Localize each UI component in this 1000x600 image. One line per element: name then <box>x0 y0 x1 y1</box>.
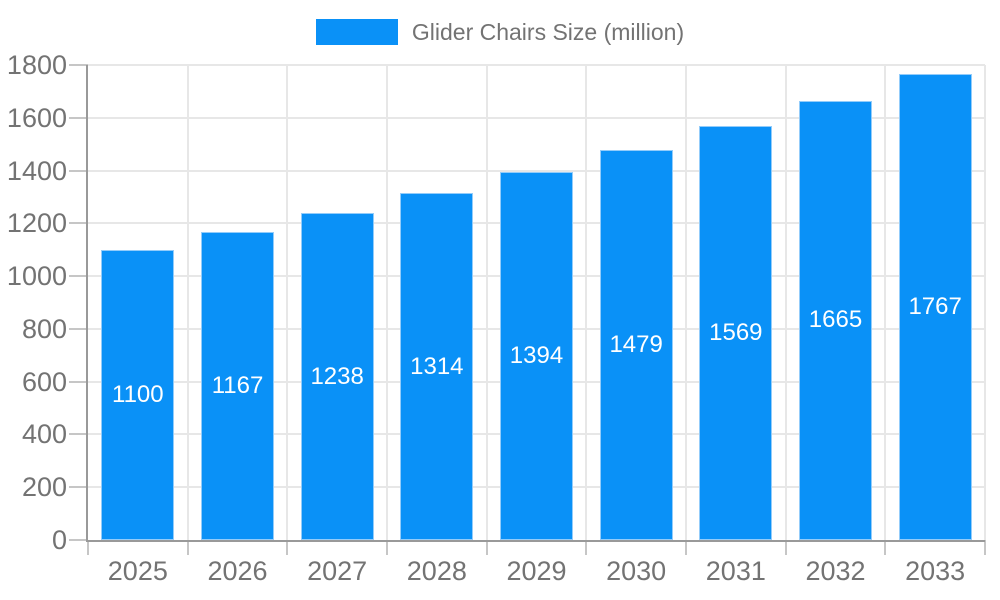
y-axis-tick <box>69 380 88 383</box>
y-axis-tick <box>69 169 88 172</box>
y-axis-label: 1600 <box>6 102 67 133</box>
y-axis-tick <box>69 327 88 330</box>
y-axis-line <box>86 65 88 542</box>
y-axis-tick <box>69 222 88 225</box>
x-axis-tick <box>485 540 488 555</box>
y-axis-tick <box>69 116 88 119</box>
y-axis-label: 1000 <box>6 261 67 292</box>
x-axis-tick <box>984 540 986 555</box>
x-axis-tick <box>585 540 588 555</box>
legend[interactable]: Glider Chairs Size (million) <box>0 19 1000 45</box>
x-gridline <box>585 65 588 540</box>
bar-value-label: 1314 <box>410 352 464 380</box>
legend-swatch <box>315 19 398 45</box>
x-axis-tick <box>784 540 787 555</box>
x-axis-tick <box>386 540 388 555</box>
x-axis-label: 2030 <box>606 556 667 586</box>
bar-2026[interactable]: 1167 <box>201 232 274 540</box>
x-axis-tick <box>286 540 289 555</box>
bar-2029[interactable]: 1394 <box>500 172 573 540</box>
y-axis-label: 1400 <box>6 155 67 186</box>
bar-2028[interactable]: 1314 <box>400 193 474 540</box>
x-axis-label: 2026 <box>207 556 268 586</box>
x-axis-label: 2029 <box>506 556 567 586</box>
y-axis-tick <box>69 64 88 66</box>
x-gridline <box>485 65 488 540</box>
y-axis-label: 1200 <box>6 208 67 239</box>
x-gridline <box>685 65 687 540</box>
x-gridline <box>784 65 787 540</box>
bar-2033[interactable]: 1767 <box>898 73 972 540</box>
y-axis-tick <box>69 433 88 436</box>
bar-value-label: 1238 <box>310 362 364 390</box>
bar-value-label: 1167 <box>211 372 264 399</box>
bar-value-label: 1665 <box>808 306 863 334</box>
bar-2030[interactable]: 1479 <box>599 149 673 540</box>
bar-2027[interactable]: 1238 <box>300 213 374 540</box>
x-gridline <box>286 65 289 540</box>
x-axis-tick <box>186 540 189 555</box>
x-axis-tick <box>685 540 687 555</box>
x-axis-label: 2028 <box>406 556 467 586</box>
bar-value-label: 1100 <box>112 380 164 408</box>
bar-value-label: 1569 <box>709 318 763 346</box>
y-axis-label: 0 <box>51 525 67 555</box>
y-axis-tick <box>69 539 88 541</box>
bar-2025[interactable]: 1100 <box>101 249 175 540</box>
y-axis-tick <box>69 275 88 278</box>
y-gridline <box>88 64 985 66</box>
bar-value-label: 1394 <box>509 342 564 370</box>
bar-value-label: 1479 <box>609 330 663 358</box>
x-gridline <box>386 65 388 540</box>
legend-label: Glider Chairs Size (million) <box>411 19 685 45</box>
y-axis-label: 600 <box>21 366 67 397</box>
bar-value-label: 1767 <box>908 292 962 320</box>
x-gridline <box>884 65 887 540</box>
x-gridline <box>186 65 189 540</box>
x-axis-tick <box>884 540 887 555</box>
y-axis-label: 400 <box>21 419 67 450</box>
x-axis-label: 2027 <box>307 556 368 586</box>
x-axis-tick <box>87 540 89 555</box>
x-axis-label: 2025 <box>107 556 168 586</box>
x-axis-label: 2031 <box>705 556 766 586</box>
bar-2032[interactable]: 1665 <box>799 100 872 540</box>
y-gridline <box>88 169 985 172</box>
y-axis-label: 1800 <box>6 50 67 80</box>
x-axis-line <box>86 540 985 542</box>
y-axis-tick <box>69 486 88 489</box>
y-gridline <box>88 116 985 119</box>
y-axis-label: 200 <box>21 472 67 503</box>
x-gridline <box>984 65 986 540</box>
bar-2031[interactable]: 1569 <box>699 125 773 540</box>
x-axis-label: 2033 <box>905 556 966 586</box>
y-axis-label: 800 <box>21 313 67 344</box>
x-axis-label: 2032 <box>805 556 866 586</box>
